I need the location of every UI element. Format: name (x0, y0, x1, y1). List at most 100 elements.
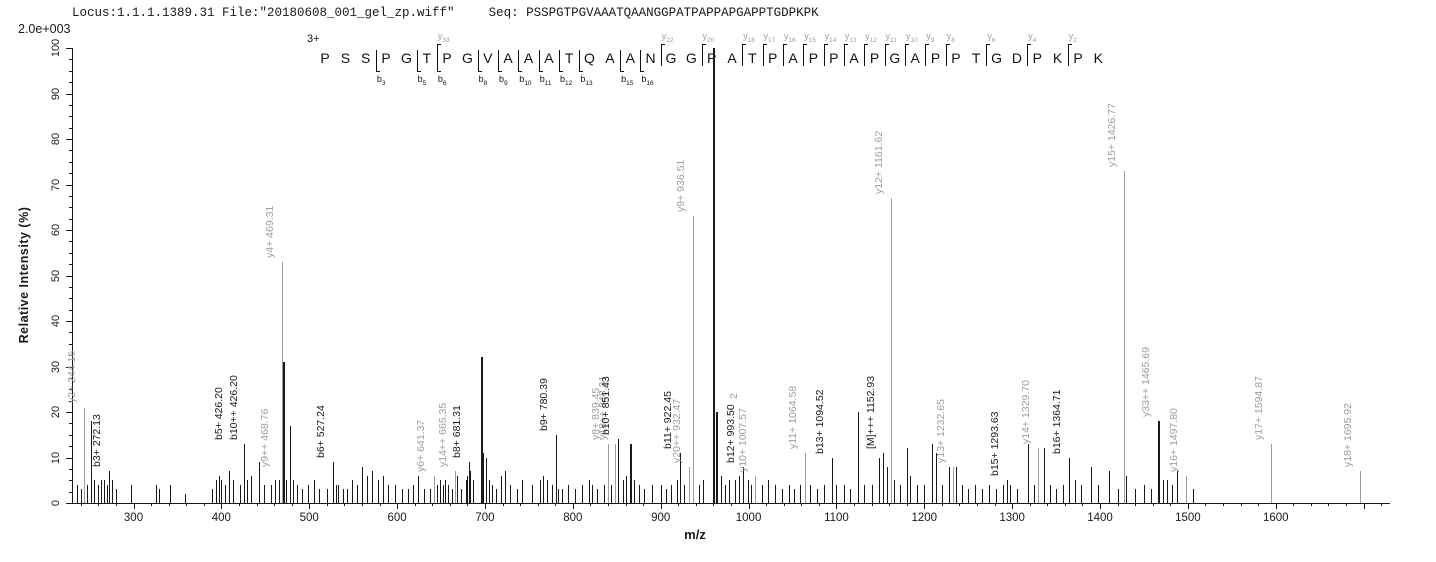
spectrum-peak (712, 48, 715, 503)
peak-annotation: y12+ 1161.62 (872, 131, 885, 195)
x-axis-tick-label: 400 (211, 512, 231, 524)
y-axis-title: Relative Intensity (%) (17, 206, 31, 344)
spectrum-peak (388, 484, 390, 503)
spectrum-peak (289, 425, 291, 503)
header-line: Locus:1.1.1.1389.31 File:"20180608_001_g… (72, 6, 819, 20)
x-axis-tick (1135, 503, 1137, 506)
b-ion-marker: b10 (519, 74, 532, 87)
x-axis-tick (1117, 503, 1119, 506)
spectrum-peak (932, 443, 934, 503)
fragment-divider (436, 44, 438, 72)
y-axis-tick (66, 184, 72, 186)
spectrum-peak (184, 493, 186, 503)
peak-annotation: b10+ 851.43 (600, 376, 613, 436)
spectrum-peak (849, 489, 851, 503)
sequence-residue: P (381, 50, 391, 66)
y-axis-tick (66, 321, 72, 322)
spectrum-peak (666, 489, 667, 503)
spectrum-peak (906, 448, 908, 503)
sequence-residue: G (685, 50, 697, 66)
y-ion-bracket-arm (742, 44, 747, 45)
peak-annotation: y14++ 665.35 (436, 402, 449, 468)
y-axis-tick (69, 70, 72, 72)
spectrum-peak (115, 489, 117, 503)
spectrum-peak-labeled (84, 407, 86, 503)
spectrum-peak (465, 480, 467, 503)
spectrum-peak-labeled (1157, 421, 1160, 503)
fragment-divider (1067, 44, 1069, 66)
spectrum-peak (989, 484, 991, 503)
spectrum-peak (562, 489, 564, 503)
spectrum-peak (975, 484, 977, 503)
peak-annotation: y9++ 468.76 (258, 408, 271, 468)
sequence-residue: A (788, 50, 798, 66)
y-ion-marker: y9 (926, 31, 935, 44)
x-axis-tick (449, 503, 451, 506)
sequence-residue: V (483, 50, 493, 66)
spectrum-peak (111, 480, 113, 503)
spectrum-peak (155, 484, 157, 503)
spectrum-peak (1002, 484, 1004, 503)
y-ion-bracket-arm (884, 44, 889, 45)
peptide-sequence-text: PSSPGTPGVAAATQAANGGPATPAPPAPGAPPTGDPKPK (526, 6, 819, 20)
fragment-divider (660, 44, 662, 66)
spectrum-peak (259, 462, 261, 503)
spectrum-plot-area[interactable]: y2+ 244.16 b3+ 272.13 b5+ 426.20 b10++ 426.… (66, 48, 1390, 503)
x-axis-tick (133, 503, 135, 509)
intensity-scale-label: 2.0e+003 (18, 22, 71, 36)
spectrum-peak (293, 480, 295, 503)
spectrum-peak (77, 484, 79, 503)
sequence-residue: P (930, 50, 941, 66)
y-axis-tick (69, 355, 72, 357)
y-axis-tick (69, 480, 72, 482)
y-axis-tick (69, 286, 72, 288)
y-axis-tick (69, 343, 72, 345)
y-ion-bracket-arm (1027, 44, 1032, 45)
spectrum-peak (574, 489, 576, 503)
x-axis-tick (889, 503, 891, 506)
x-axis-tick (713, 503, 715, 506)
x-axis-tick (1187, 503, 1189, 509)
peak-annotation: b15+ 1293.63 (988, 411, 1001, 477)
b-ion-bracket-arm (416, 71, 421, 72)
spectrum-peak (429, 489, 431, 503)
spectrum-peak (610, 484, 612, 503)
x-axis-tick (1152, 503, 1154, 506)
y-ion-marker: y14 (824, 31, 837, 44)
spectrum-peak (899, 484, 901, 503)
x-axis-tick (660, 503, 662, 509)
spectrum-peak (216, 480, 218, 503)
y-axis-tick (69, 195, 72, 197)
y-ion-marker: y6 (987, 31, 996, 44)
x-axis-tick (379, 503, 381, 506)
sequence-residue: T (564, 50, 574, 66)
fragment-divider (823, 44, 825, 66)
y-axis-tick (69, 298, 72, 300)
spectrum-peak (1117, 489, 1119, 503)
b-ion-marker: b6 (437, 74, 447, 87)
sequence-residue: P (768, 50, 778, 66)
y-axis-tick (69, 309, 72, 311)
fragment-divider (579, 50, 581, 72)
spectrum-peak-labeled (1006, 480, 1008, 503)
x-axis-tick (643, 503, 645, 506)
x-axis-tick-label: 300 (123, 512, 144, 524)
spectrum-peak (461, 489, 463, 503)
peak-annotation: y4+ 469.31 (264, 205, 277, 258)
fragment-divider (803, 44, 805, 66)
y-axis-tick (69, 423, 72, 425)
x-axis-tick-label: 600 (387, 512, 407, 524)
spectrum-peak-labeled (689, 466, 691, 503)
fragment-divider (945, 44, 947, 66)
spectrum-peak (817, 489, 819, 503)
b-ion-marker: b5 (417, 74, 427, 87)
y-ion-marker: y2 (1068, 31, 1077, 44)
spectrum-peak (910, 475, 912, 503)
spectrum-peak (246, 480, 248, 503)
y-axis-tick-label: 20 (50, 405, 62, 419)
spectrum-peak (451, 489, 453, 503)
x-axis-tick (625, 503, 627, 506)
y-ion-bracket-arm (905, 44, 909, 45)
spectrum-peak (551, 484, 553, 503)
x-axis-tick-label: 500 (299, 512, 319, 524)
